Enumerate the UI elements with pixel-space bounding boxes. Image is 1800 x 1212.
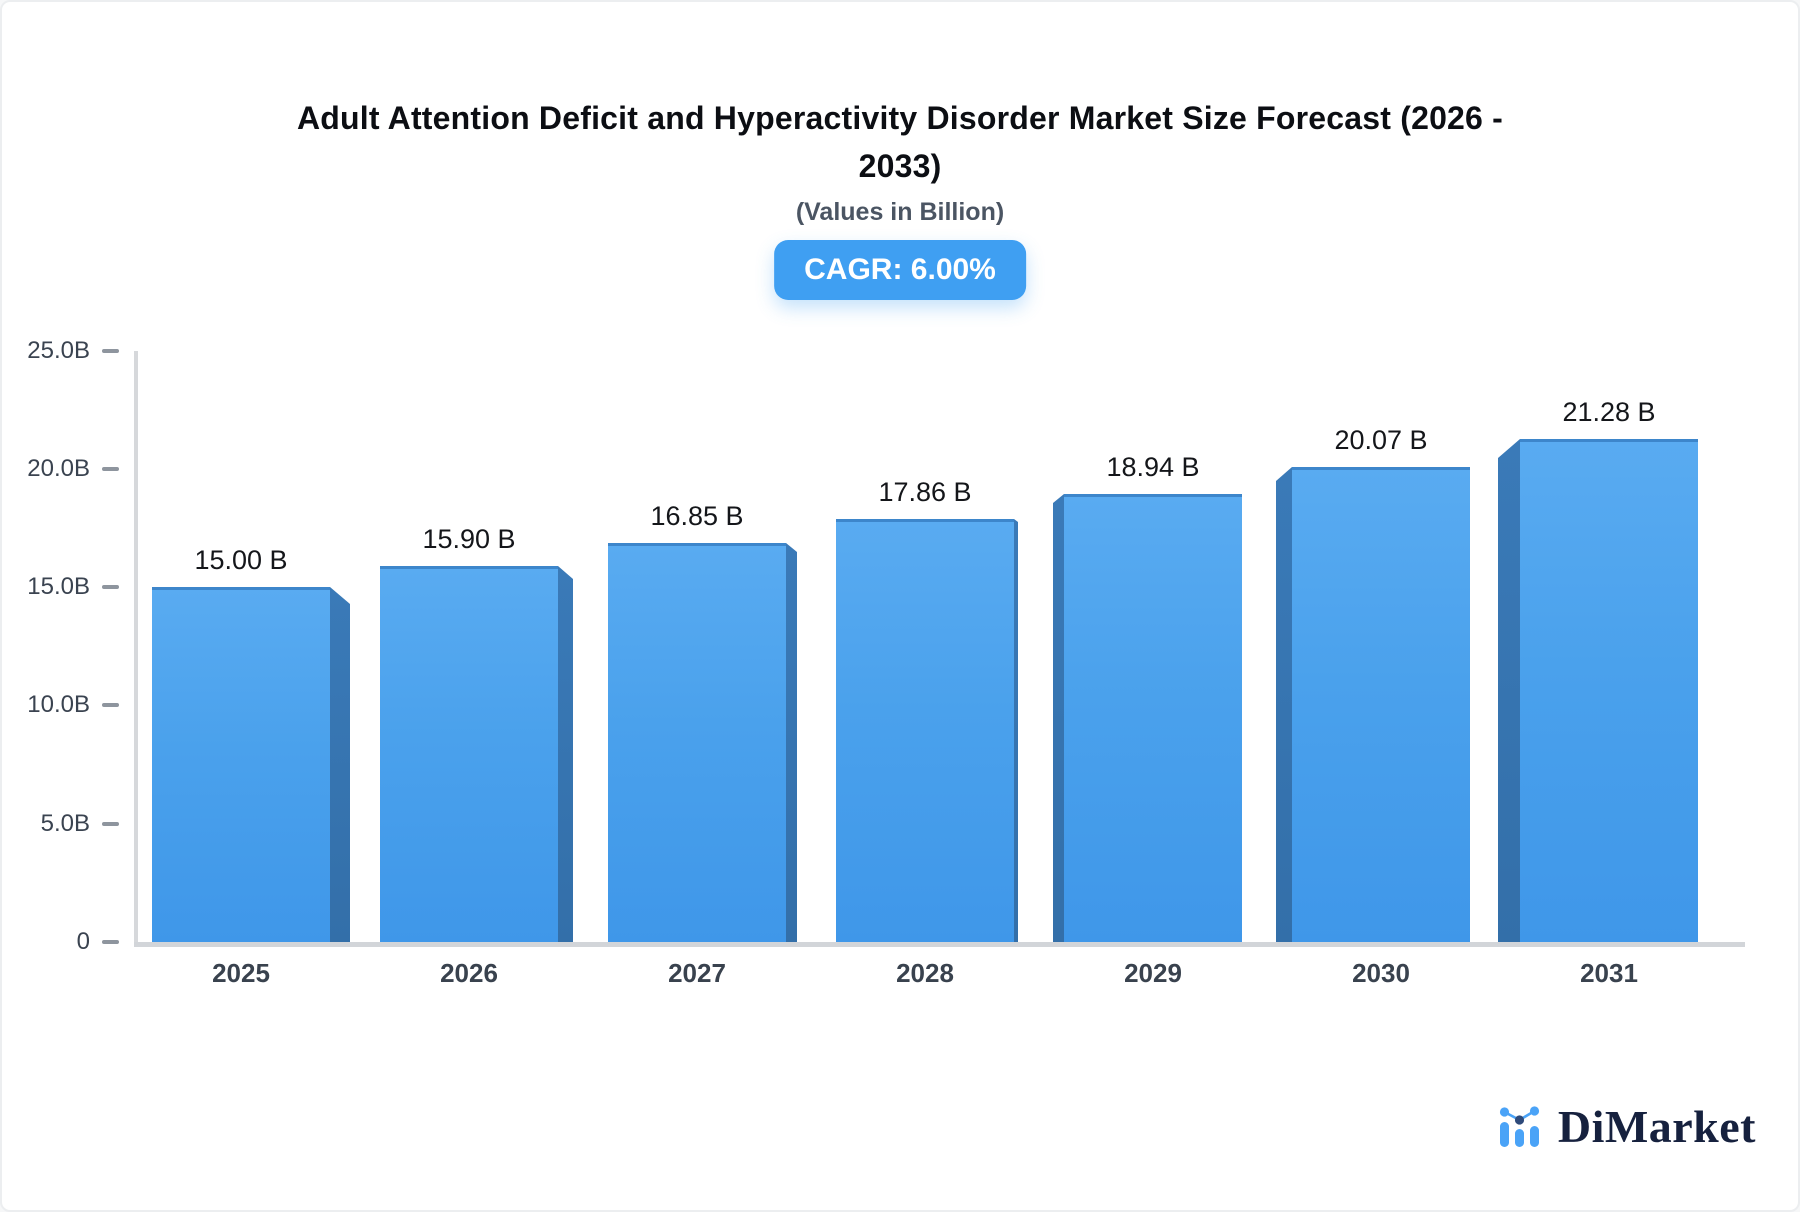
chart-subtitle: (Values in Billion) — [795, 198, 1005, 226]
page-title: Adult Attention Deficit and Hyperactivit… — [2, 94, 1798, 190]
y-axis-tick-mark — [102, 466, 119, 471]
y-axis-line — [134, 350, 138, 947]
bar-2029-3d-side — [1053, 494, 1064, 942]
y-axis-tick-label: 5.0B — [40, 809, 90, 837]
bar-chart-with-dots-icon — [1498, 1100, 1544, 1153]
bar-value-label: 16.85 B — [650, 501, 744, 531]
x-axis-label-2031: 2031 — [1580, 958, 1638, 988]
y-axis-tick-label: 25.0B — [27, 336, 90, 364]
x-axis-label-2025: 2025 — [212, 958, 270, 988]
bar-value-label: 15.00 B — [194, 545, 288, 575]
y-axis-tick-label: 0 — [76, 928, 90, 955]
bar-2030-3d-side — [1276, 467, 1292, 942]
x-axis-label-2026: 2026 — [440, 958, 498, 988]
bar-2026-3d-side — [558, 566, 573, 942]
y-axis-tick-mark — [102, 585, 119, 590]
bar-value-label: 18.94 B — [1106, 452, 1200, 482]
bar-2029 — [1064, 494, 1242, 942]
y-axis-tick-label: 15.0B — [27, 573, 90, 601]
y-axis-tick-label: 20.0B — [27, 454, 90, 482]
bar-2026 — [380, 566, 558, 942]
x-axis-label-2029: 2029 — [1124, 958, 1182, 988]
bar-2031 — [1520, 439, 1698, 942]
title-line-2: 2033) — [858, 148, 942, 184]
y-axis-tick-mark — [102, 821, 119, 826]
bar-value-label: 15.90 B — [422, 524, 516, 554]
y-axis-tick-label: 10.0B — [27, 691, 90, 719]
y-axis-tick-mark — [102, 703, 119, 708]
dimarket-logo: DiMarket — [1498, 1100, 1756, 1153]
y-axis-tick-mark — [102, 348, 119, 353]
bar-value-label: 17.86 B — [878, 477, 972, 507]
x-axis-label-2030: 2030 — [1352, 958, 1410, 988]
x-axis-line — [134, 942, 1745, 947]
logo-text: DiMarket — [1557, 1101, 1756, 1152]
y-axis-tick-mark — [102, 940, 119, 944]
bar-2028 — [836, 519, 1014, 942]
bar-2025 — [152, 587, 330, 942]
bar-2031-3d-side — [1498, 439, 1520, 942]
bar-2030 — [1292, 467, 1470, 942]
title-line-1: Adult Attention Deficit and Hyperactivit… — [296, 100, 1504, 136]
bar-2025-3d-side — [330, 587, 350, 942]
x-axis-label-2027: 2027 — [668, 958, 726, 988]
bar-2028-3d-side — [1014, 519, 1018, 942]
x-axis-label-2028: 2028 — [896, 958, 954, 988]
bar-2027-3d-side — [786, 543, 797, 942]
bar-value-label: 20.07 B — [1334, 425, 1428, 455]
cagr-badge: CAGR: 6.00% — [774, 240, 1026, 300]
bar-value-label: 21.28 B — [1562, 397, 1656, 427]
bar-2027 — [608, 543, 786, 942]
